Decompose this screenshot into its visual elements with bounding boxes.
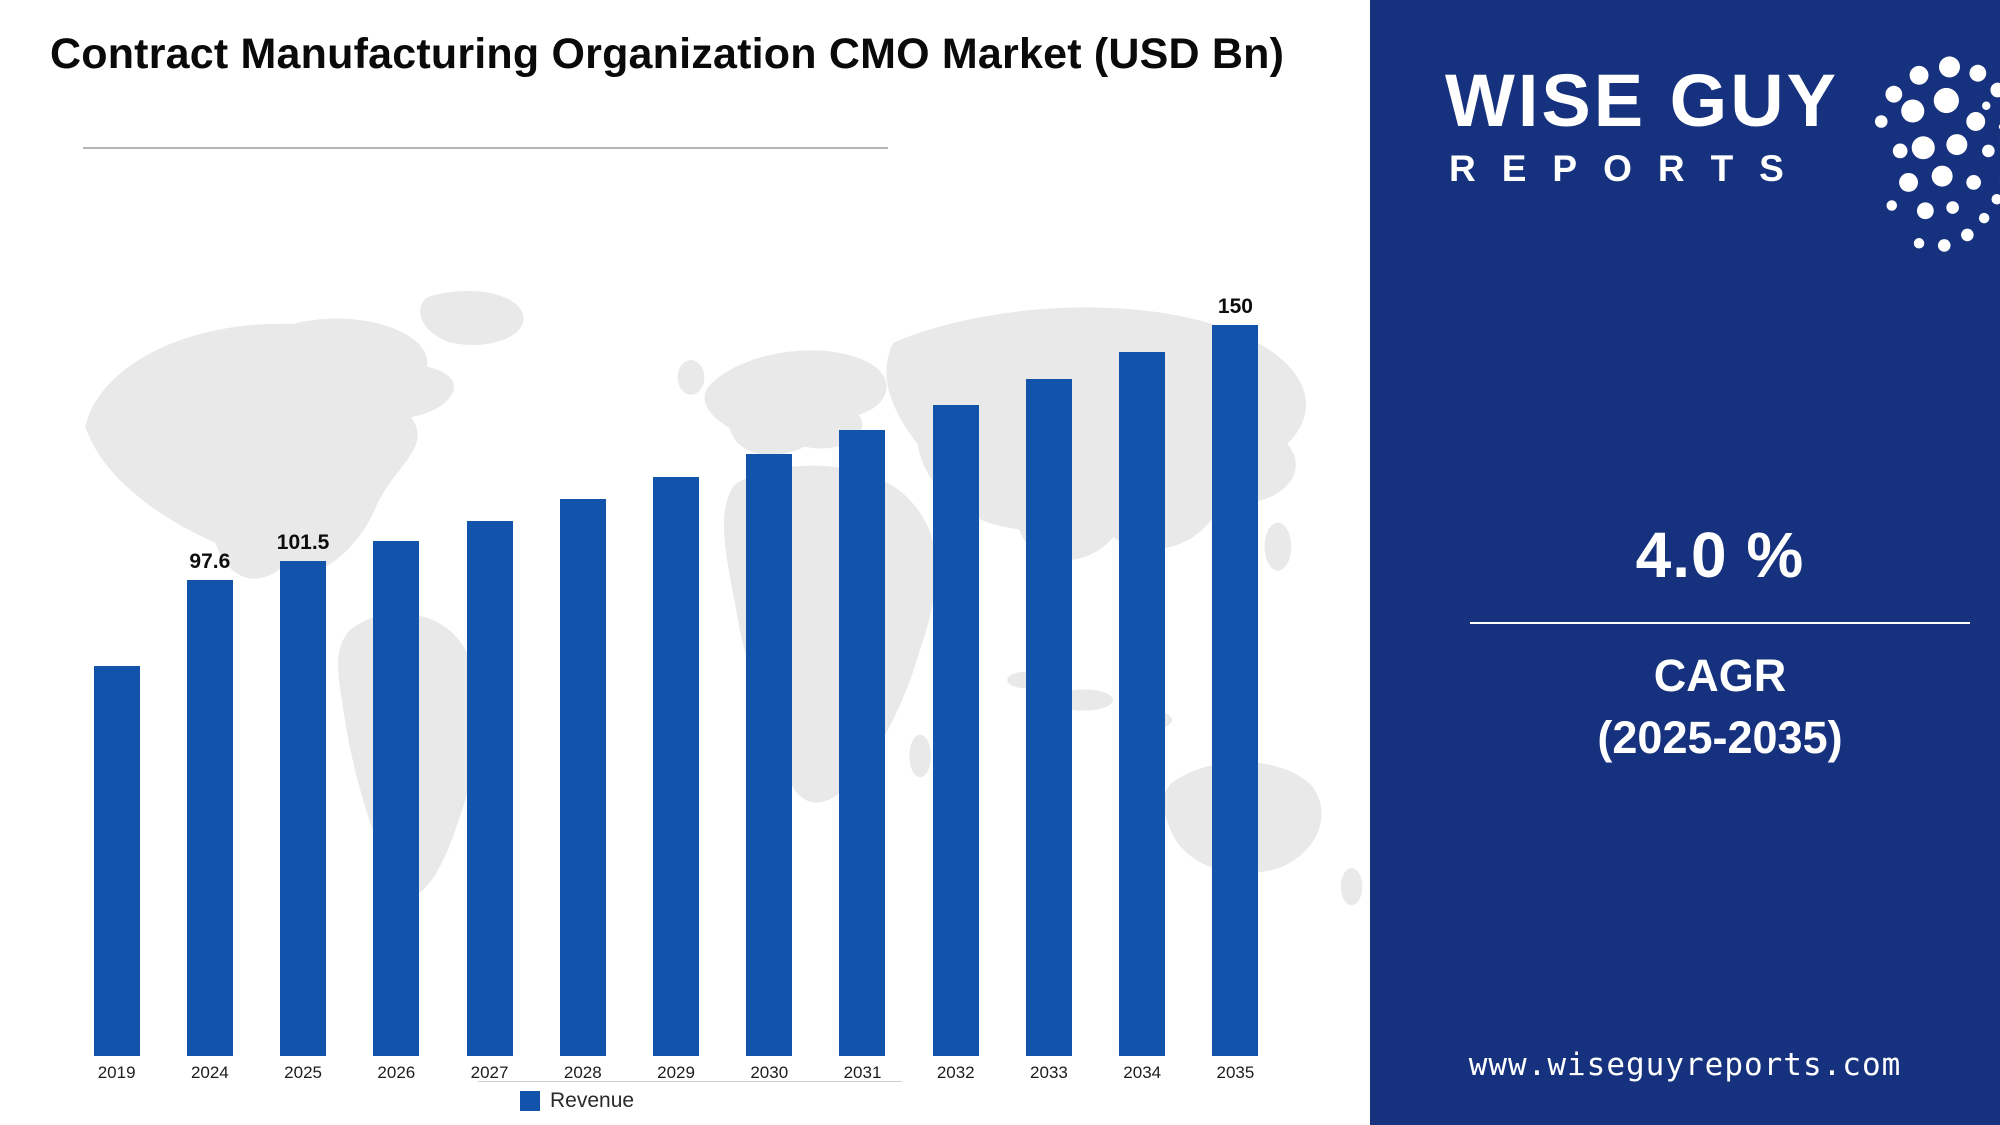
x-tick-label: 2028 bbox=[563, 1063, 602, 1082]
x-tick-label: 2019 bbox=[97, 1063, 136, 1082]
bar-value-label: 150 bbox=[1217, 295, 1253, 318]
bar-revenue-2027[interactable] bbox=[466, 521, 513, 1056]
cagr-value: 4.0 % bbox=[1635, 519, 1805, 591]
bar-chart: 2019 97.6 2024 101.5 2025 2026 2027 2028 2029 203… bbox=[70, 276, 1282, 1090]
bar-column-2026: 2026 bbox=[350, 276, 443, 1090]
x-axis-line bbox=[478, 1081, 902, 1082]
x-tick-label: 2034 bbox=[1123, 1063, 1162, 1082]
x-tick-label: 2035 bbox=[1216, 1063, 1255, 1082]
bar-revenue-2032[interactable] bbox=[932, 405, 979, 1056]
chart-section: Contract Manufacturing Organization CMO … bbox=[50, 30, 1363, 1113]
bar-revenue-2029[interactable] bbox=[653, 477, 700, 1056]
x-tick-label: 2026 bbox=[377, 1063, 416, 1082]
bar-column-2030: 2030 bbox=[723, 276, 816, 1090]
bar-revenue-2033[interactable] bbox=[1025, 379, 1072, 1056]
title-divider bbox=[83, 147, 888, 149]
info-panel: WISE GUY REPORTS 4.0 % CAGR (2025-2035) … bbox=[1370, 0, 2000, 1125]
x-tick-label: 2030 bbox=[750, 1063, 789, 1082]
cagr-block: 4.0 % CAGR (2025-2035) bbox=[1430, 518, 2000, 764]
x-tick-label: 2032 bbox=[936, 1063, 975, 1082]
bar-column-2028: 2028 bbox=[536, 276, 629, 1090]
chart-title: Contract Manufacturing Organization CMO … bbox=[50, 30, 1285, 78]
x-tick-label: 2029 bbox=[657, 1063, 695, 1082]
bar-revenue-2028[interactable] bbox=[559, 499, 606, 1056]
bar-revenue-2031[interactable] bbox=[839, 430, 886, 1056]
bar-column-2025: 101.5 2025 bbox=[256, 276, 349, 1090]
bar-column-2024: 97.6 2024 bbox=[163, 276, 256, 1090]
bar-column-2027: 2027 bbox=[443, 276, 536, 1090]
bar-column-2035: 150 2035 bbox=[1189, 276, 1282, 1090]
logo-wordmark-line1: WISE GUY bbox=[1445, 59, 1840, 142]
cagr-range: (2025-2035) bbox=[1597, 712, 1843, 763]
bar-revenue-2019[interactable] bbox=[93, 666, 140, 1056]
bar-column-2033: 2033 bbox=[1002, 276, 1095, 1090]
x-tick-label: 2031 bbox=[843, 1063, 882, 1082]
bar-revenue-2035[interactable] bbox=[1212, 325, 1259, 1056]
bar-value-label: 97.6 bbox=[189, 550, 231, 573]
bar-column-2034: 2034 bbox=[1096, 276, 1189, 1090]
bar-revenue-2024[interactable] bbox=[186, 580, 233, 1056]
logo-wordmark-line2: REPORTS bbox=[1449, 147, 1810, 189]
x-tick-label: 2027 bbox=[470, 1063, 509, 1082]
cagr-divider bbox=[1470, 622, 1970, 624]
bar-column-2029: 2029 bbox=[629, 276, 722, 1090]
bar-column-2031: 2031 bbox=[816, 276, 909, 1090]
bar-revenue-2030[interactable] bbox=[746, 454, 793, 1056]
wise-guy-reports-logo: WISE GUY REPORTS bbox=[1445, 56, 2000, 277]
cagr-label: CAGR bbox=[1653, 650, 1787, 701]
bar-revenue-2026[interactable] bbox=[373, 541, 420, 1056]
x-tick-label: 2024 bbox=[190, 1063, 229, 1082]
website-url[interactable]: www.wiseguyreports.com bbox=[1468, 1047, 1902, 1083]
legend-label: Revenue bbox=[550, 1089, 635, 1112]
bar-column-2032: 2032 bbox=[909, 276, 1002, 1090]
bar-revenue-2034[interactable] bbox=[1119, 352, 1166, 1056]
x-tick-label: 2033 bbox=[1030, 1063, 1068, 1082]
bar-value-label: 101.5 bbox=[276, 531, 330, 554]
logo-head-icon bbox=[1874, 56, 2000, 252]
bar-column-2019: 2019 bbox=[70, 276, 163, 1090]
legend-item-revenue[interactable]: Revenue bbox=[520, 1089, 634, 1113]
legend-swatch-icon bbox=[520, 1091, 540, 1111]
x-tick-label: 2025 bbox=[284, 1063, 322, 1082]
bar-revenue-2025[interactable] bbox=[280, 561, 327, 1056]
